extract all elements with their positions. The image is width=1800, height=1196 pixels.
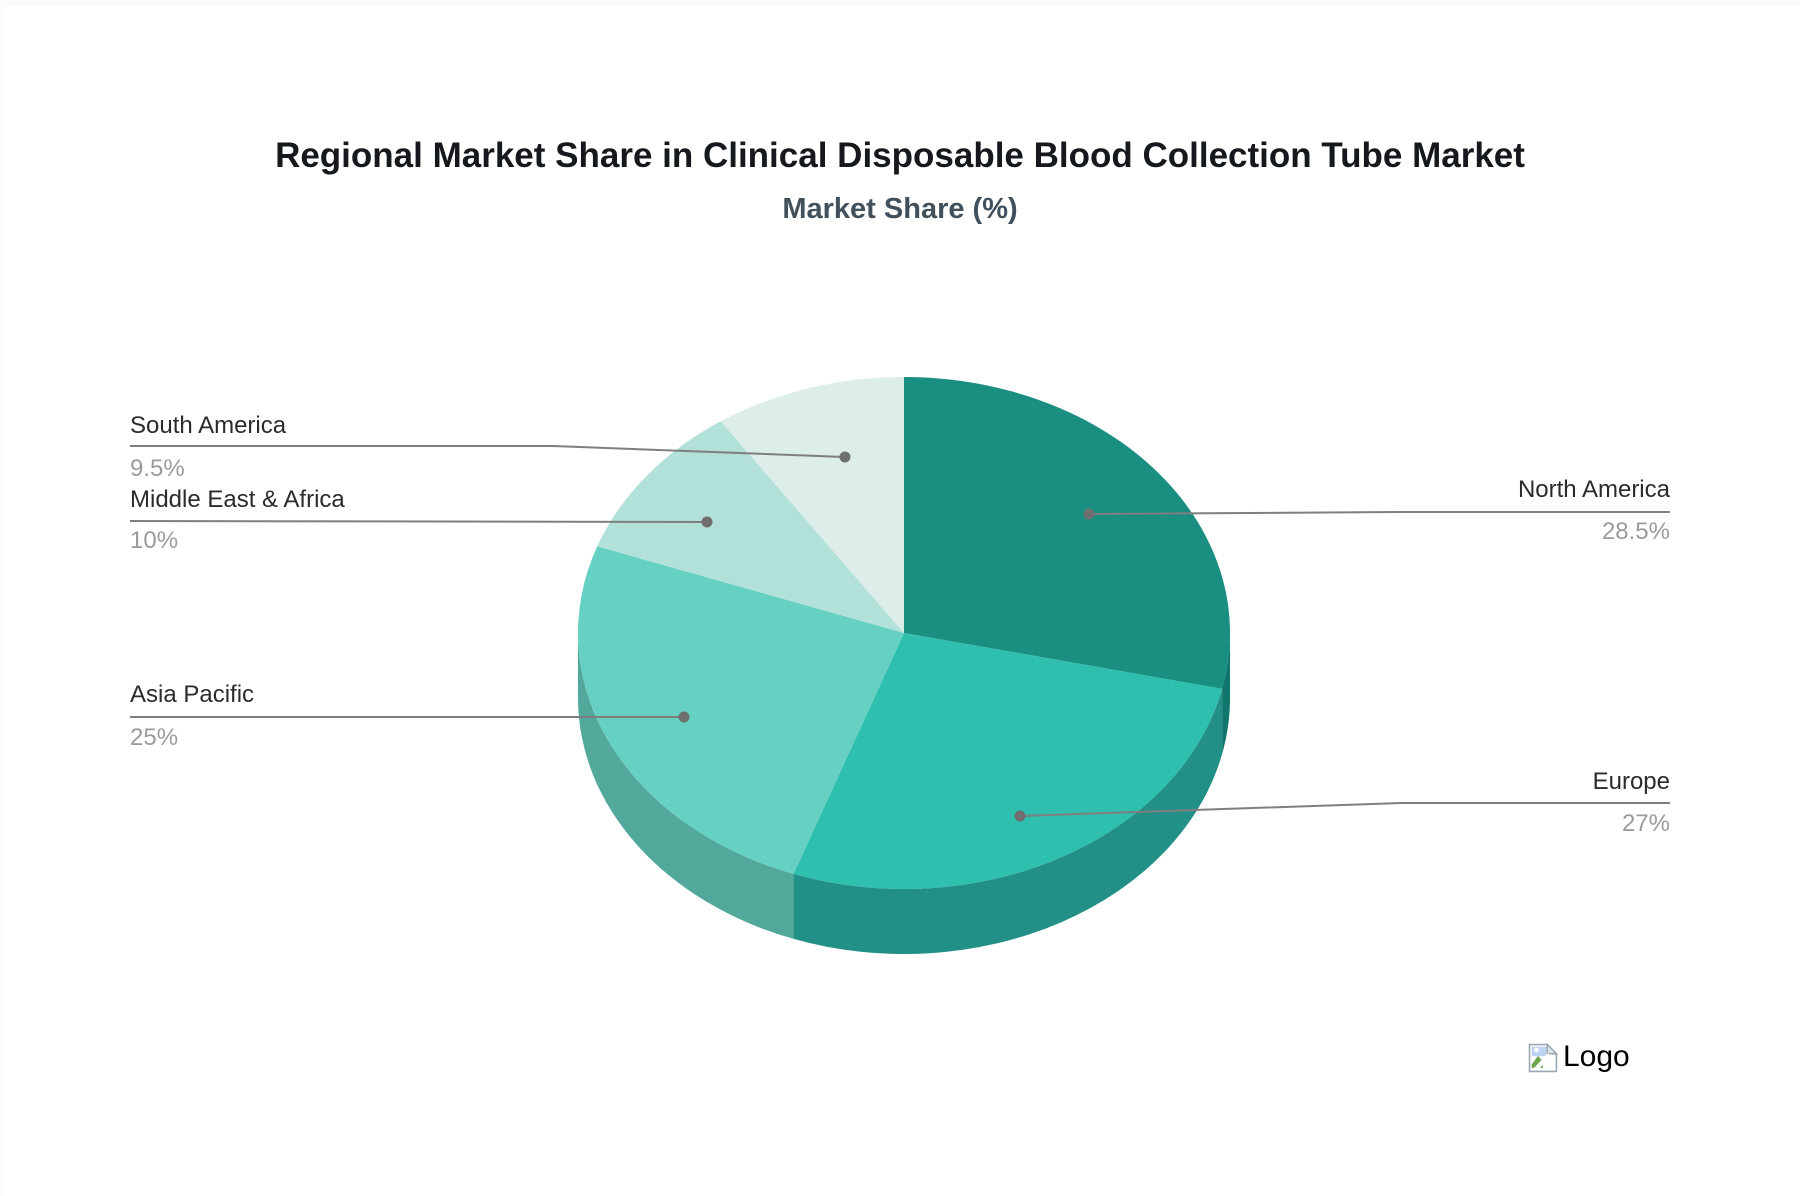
slice-label-name: South America [130,412,287,439]
leader-dot-europe [1014,810,1026,822]
broken-image-icon [1528,1042,1559,1073]
slice-label-name: North America [1517,476,1670,503]
slice-label-value: 25% [130,724,179,751]
chart-subtitle: Market Share (%) [782,193,1018,225]
pie-slice-south-america[interactable] [720,377,904,633]
chart-title: Regional Market Share in Clinical Dispos… [275,136,1525,175]
slice-label-value: 27% [1621,810,1670,837]
leader-dot-middle-east-africa [701,516,713,528]
slice-label-name: Europe [1592,768,1670,795]
logo-alt-text: Logo [1563,1040,1630,1073]
leader-dot-north-america [1083,508,1095,520]
slice-label-value: 9.5% [130,455,185,482]
slice-label-value: 28.5% [1601,518,1670,545]
leader-line-europe [1019,802,1670,817]
leader-dot-asia-pacific [678,711,690,723]
leader-line-middle-east-africa [129,520,708,523]
pie-slice-side-asia-pacific [578,633,794,939]
slice-label-name: Middle East & Africa [130,486,345,513]
pie-slice-side-north-america [1222,633,1230,754]
pie-slice-europe[interactable] [793,633,1223,890]
page-left-edge [0,0,3,1196]
logo-image: Logo [1526,1039,1630,1075]
slice-label-value: 10% [130,527,179,554]
pie-slice-north-america[interactable] [904,377,1230,689]
pie-slice-middle-east-africa[interactable] [597,421,904,633]
pie-slice-asia-pacific[interactable] [578,546,904,874]
leader-line-north-america [1088,511,1670,515]
pie-slice-side-europe [793,688,1223,954]
page-top-edge [0,0,1800,7]
leader-dot-south-america [839,451,851,463]
leader-line-south-america [130,445,846,458]
slice-label-name: Asia Pacific [130,681,255,708]
